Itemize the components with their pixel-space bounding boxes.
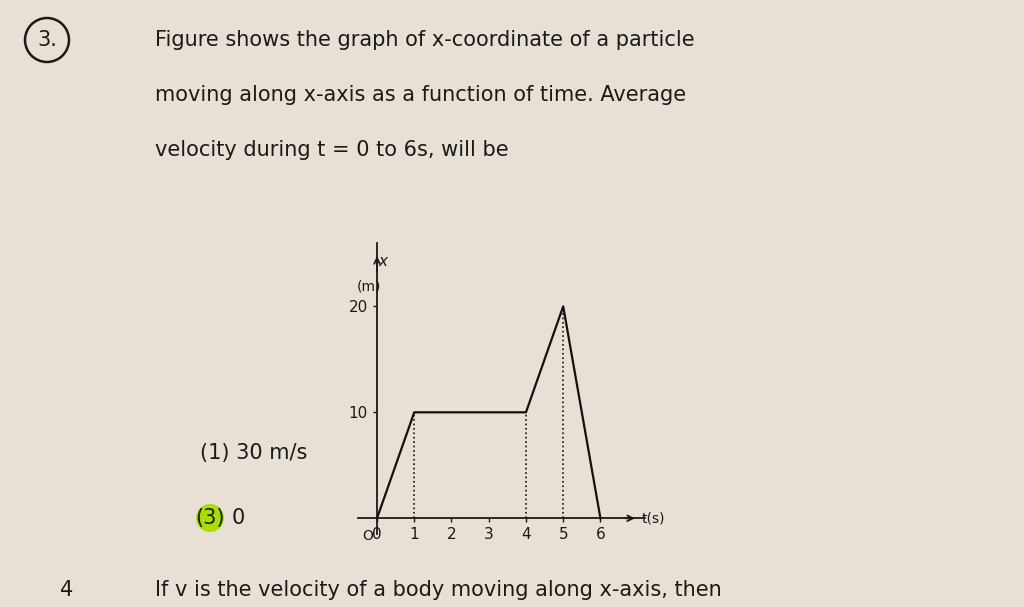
Text: If v is the velocity of a body moving along x-axis, then: If v is the velocity of a body moving al… [155, 580, 722, 600]
Text: velocity during t = 0 to 6s, will be: velocity during t = 0 to 6s, will be [155, 140, 509, 160]
Text: (4) 20 m/s: (4) 20 m/s [490, 500, 597, 520]
Circle shape [196, 504, 224, 532]
Text: 4: 4 [60, 580, 74, 600]
Text: (1) 30 m/s: (1) 30 m/s [200, 443, 307, 463]
Text: (3): (3) [196, 508, 224, 528]
Text: x: x [378, 254, 387, 270]
Text: 3.: 3. [37, 30, 57, 50]
Text: t(s): t(s) [641, 511, 665, 525]
Text: (m): (m) [356, 280, 381, 294]
Text: 0: 0 [232, 508, 246, 528]
Text: Figure shows the graph of x-coordinate of a particle: Figure shows the graph of x-coordinate o… [155, 30, 694, 50]
Text: O: O [362, 529, 373, 543]
Text: moving along x-axis as a function of time. Average: moving along x-axis as a function of tim… [155, 85, 686, 105]
Text: (2) 60 m/s: (2) 60 m/s [490, 443, 597, 463]
